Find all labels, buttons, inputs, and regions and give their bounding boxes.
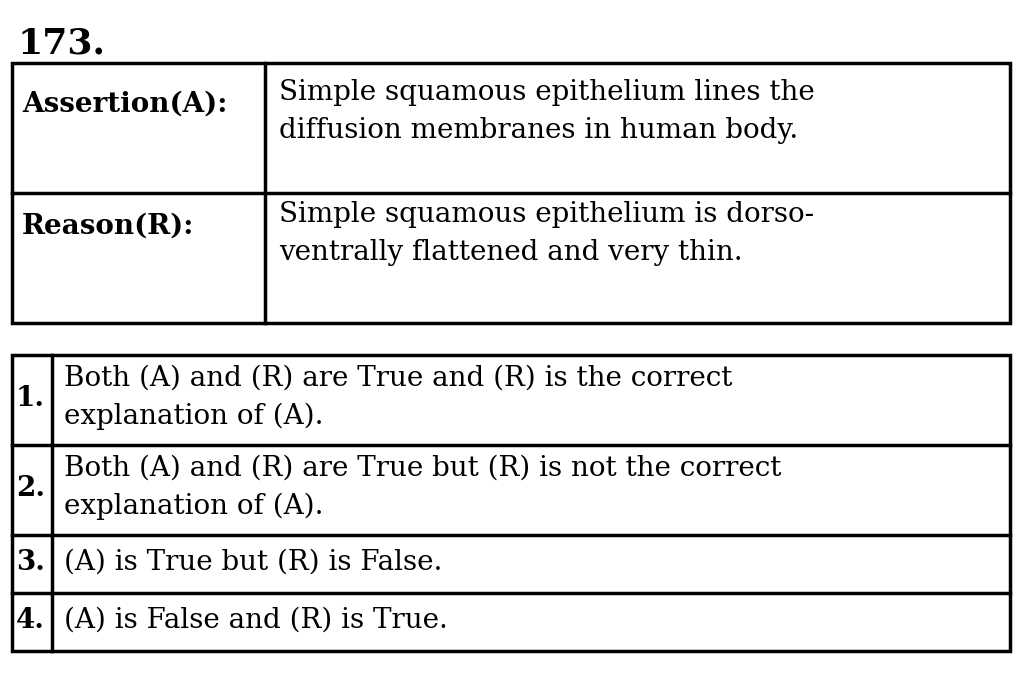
Text: 4.: 4.: [16, 607, 45, 634]
Text: Both (A) and (R) are True and (R) is the correct: Both (A) and (R) are True and (R) is the…: [63, 365, 732, 392]
Bar: [12, 63, 1010, 323]
Text: 2.: 2.: [16, 475, 45, 502]
Text: Reason(R):: Reason(R):: [22, 213, 195, 240]
Text: 1.: 1.: [16, 384, 45, 411]
Text: Assertion(A):: Assertion(A):: [22, 91, 227, 118]
Text: ventrally flattened and very thin.: ventrally flattened and very thin.: [279, 239, 742, 266]
Text: Simple squamous epithelium is dorso-: Simple squamous epithelium is dorso-: [279, 201, 814, 228]
Bar: [12, 355, 1010, 651]
Text: Both (A) and (R) are True but (R) is not the correct: Both (A) and (R) are True but (R) is not…: [63, 455, 781, 482]
Text: 3.: 3.: [16, 548, 45, 575]
Text: 173.: 173.: [18, 27, 106, 61]
Text: diffusion membranes in human body.: diffusion membranes in human body.: [279, 117, 799, 144]
Text: explanation of (A).: explanation of (A).: [63, 403, 324, 430]
Text: (A) is True but (R) is False.: (A) is True but (R) is False.: [63, 548, 442, 575]
Text: explanation of (A).: explanation of (A).: [63, 493, 324, 521]
Text: (A) is False and (R) is True.: (A) is False and (R) is True.: [63, 607, 447, 634]
Text: Simple squamous epithelium lines the: Simple squamous epithelium lines the: [279, 79, 815, 106]
